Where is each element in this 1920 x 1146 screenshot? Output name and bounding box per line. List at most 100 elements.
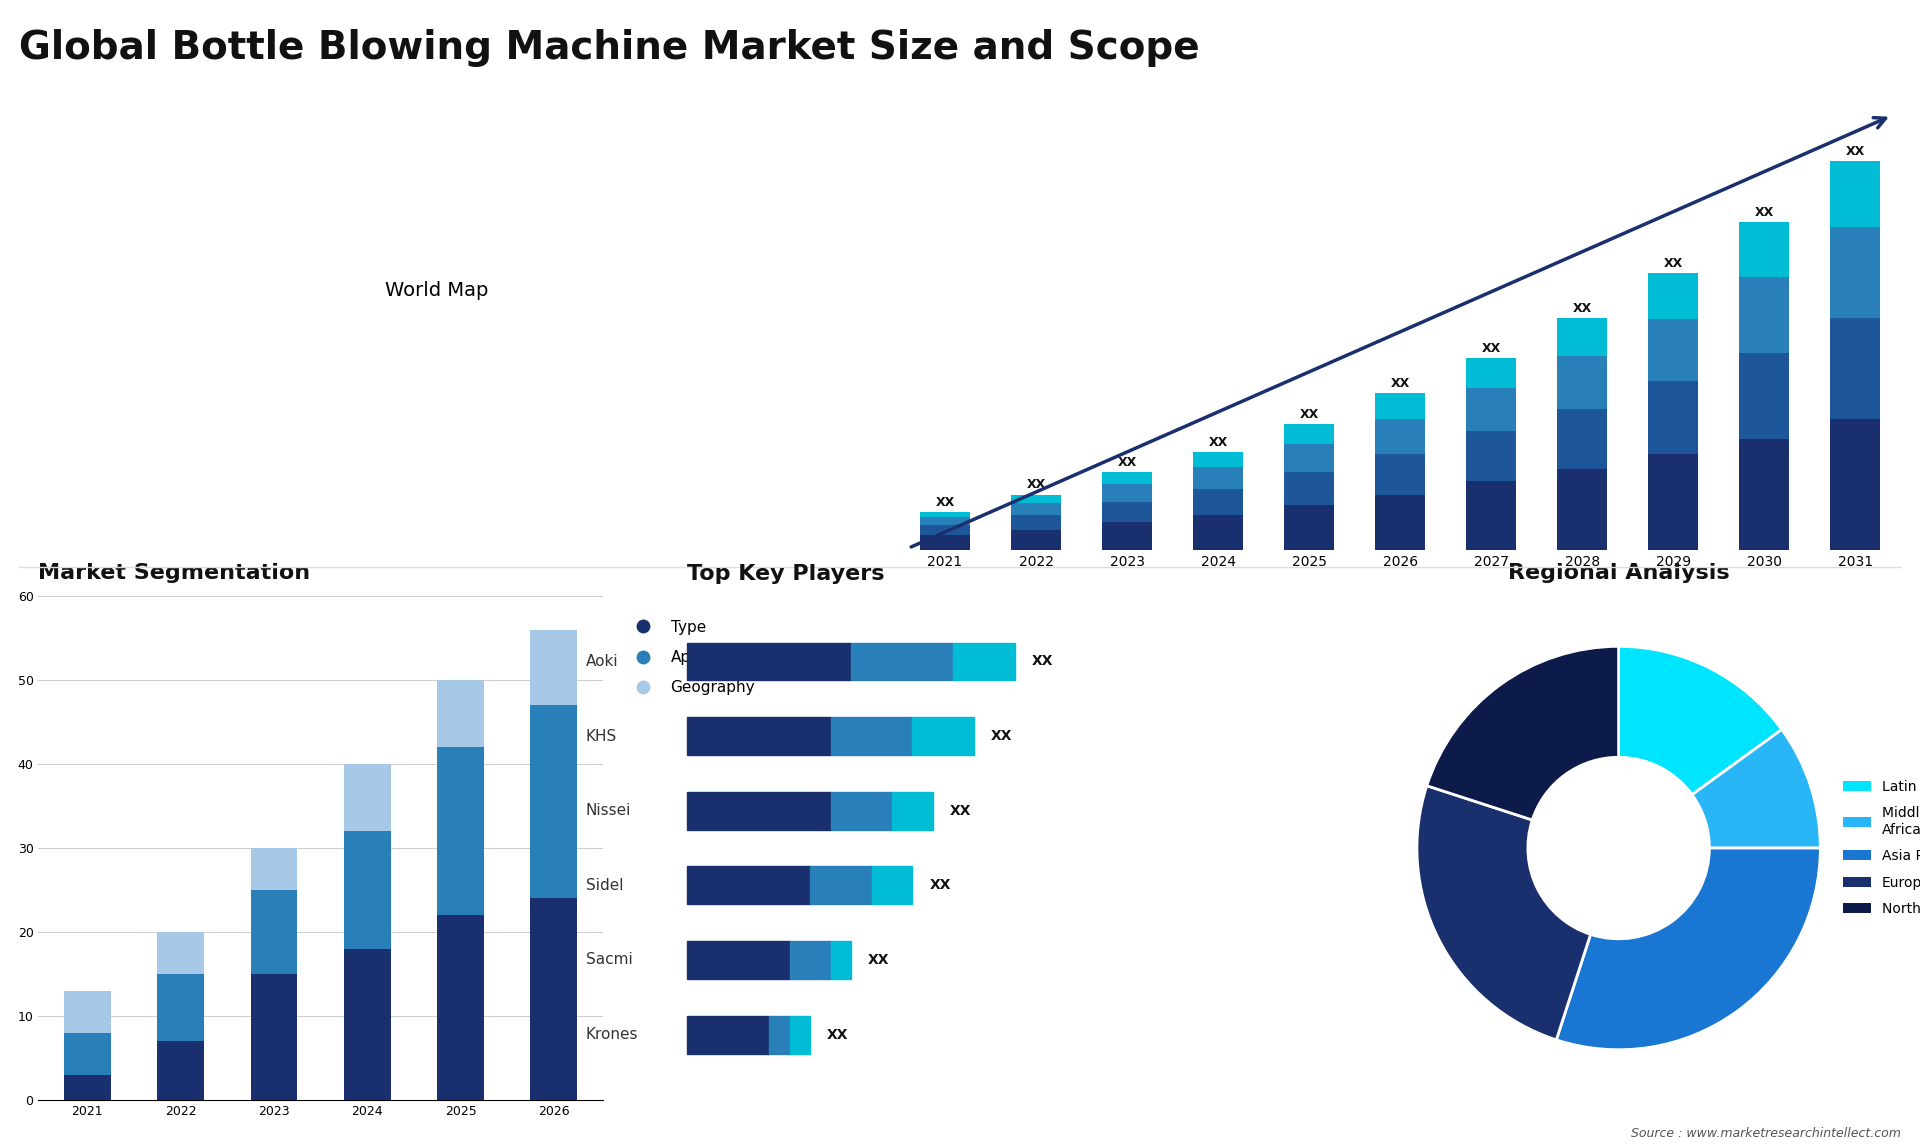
Bar (344, 949, 390, 1100)
Bar (1192, 515, 1242, 550)
Bar (1375, 495, 1425, 550)
Text: Top Key Players: Top Key Players (687, 565, 885, 584)
Bar (530, 629, 578, 705)
Bar (157, 974, 204, 1042)
Bar (63, 1075, 111, 1100)
Bar (770, 1015, 789, 1053)
Bar (1557, 409, 1607, 469)
Text: XX: XX (1663, 257, 1682, 270)
Bar (1012, 495, 1062, 503)
Text: Aoki: Aoki (586, 654, 618, 669)
Bar (920, 511, 970, 517)
Text: Krones: Krones (586, 1027, 637, 1042)
Bar (438, 680, 484, 747)
Bar (63, 1033, 111, 1075)
Text: XX: XX (1300, 408, 1319, 421)
Bar (687, 1015, 770, 1053)
Bar (1467, 388, 1517, 431)
Text: XX: XX (1482, 342, 1501, 355)
Bar (1375, 418, 1425, 454)
Text: Market Segmentation: Market Segmentation (38, 563, 311, 583)
Text: Source : www.marketresearchintellect.com: Source : www.marketresearchintellect.com (1630, 1128, 1901, 1140)
Wedge shape (1557, 848, 1820, 1050)
Wedge shape (1692, 730, 1820, 848)
Bar (831, 717, 912, 755)
Bar (920, 535, 970, 550)
Bar (1192, 489, 1242, 515)
Bar (789, 1015, 810, 1053)
Text: XX: XX (1117, 456, 1137, 469)
Bar (1467, 481, 1517, 550)
Bar (1284, 444, 1334, 472)
Bar (1830, 162, 1880, 227)
Bar (1467, 431, 1517, 481)
Text: KHS: KHS (586, 729, 616, 744)
Bar (1102, 485, 1152, 502)
Text: XX: XX (1755, 205, 1774, 219)
Text: XX: XX (828, 1028, 849, 1042)
Bar (920, 525, 970, 535)
Bar (831, 941, 851, 979)
Bar (1830, 317, 1880, 418)
Bar (1192, 468, 1242, 489)
Bar (1102, 521, 1152, 550)
Bar (920, 517, 970, 525)
Bar (530, 898, 578, 1100)
Bar (1102, 472, 1152, 485)
Text: XX: XX (935, 496, 954, 509)
Bar (252, 848, 298, 890)
Text: M: M (1632, 63, 1663, 92)
Text: XX: XX (950, 803, 972, 818)
Bar (1012, 515, 1062, 529)
Bar (63, 991, 111, 1033)
Bar (1192, 452, 1242, 468)
Bar (1557, 469, 1607, 550)
Bar (1284, 504, 1334, 550)
Text: XX: XX (1845, 146, 1864, 158)
Bar (1102, 502, 1152, 521)
Wedge shape (1417, 786, 1590, 1039)
Bar (912, 717, 973, 755)
Bar (438, 916, 484, 1100)
Bar (1830, 227, 1880, 317)
Text: XX: XX (929, 878, 950, 893)
Wedge shape (1427, 646, 1619, 821)
Bar (1740, 221, 1789, 277)
Wedge shape (1619, 646, 1782, 794)
Text: World Map: World Map (384, 282, 488, 300)
Bar (687, 643, 851, 681)
Bar (1740, 353, 1789, 439)
Text: Sacmi: Sacmi (586, 952, 632, 967)
Bar (687, 717, 831, 755)
Bar (872, 866, 912, 904)
Bar (1647, 382, 1699, 454)
Bar (1830, 418, 1880, 550)
Text: Nissei: Nissei (586, 803, 632, 818)
Bar (1284, 424, 1334, 444)
Bar (530, 705, 578, 898)
Bar (687, 792, 831, 830)
Text: XX: XX (1027, 479, 1046, 492)
Legend: Type, Application, Geography: Type, Application, Geography (622, 613, 762, 701)
Bar (1012, 529, 1062, 550)
Bar (1375, 454, 1425, 495)
Bar (157, 1042, 204, 1100)
Text: XX: XX (868, 953, 889, 967)
Bar (831, 792, 893, 830)
Text: XX: XX (1390, 377, 1409, 391)
Bar (1012, 503, 1062, 515)
Bar (810, 866, 872, 904)
Bar (1467, 358, 1517, 388)
Bar (1647, 454, 1699, 550)
Bar (252, 974, 298, 1100)
Bar (157, 932, 204, 974)
Bar (1647, 319, 1699, 382)
Bar (1557, 356, 1607, 409)
Bar (893, 792, 933, 830)
Text: Global Bottle Blowing Machine Market Size and Scope: Global Bottle Blowing Machine Market Siz… (19, 29, 1200, 66)
Bar (954, 643, 1016, 681)
Bar (1375, 393, 1425, 418)
Bar (1284, 472, 1334, 504)
Bar (1740, 277, 1789, 353)
Bar (1740, 439, 1789, 550)
